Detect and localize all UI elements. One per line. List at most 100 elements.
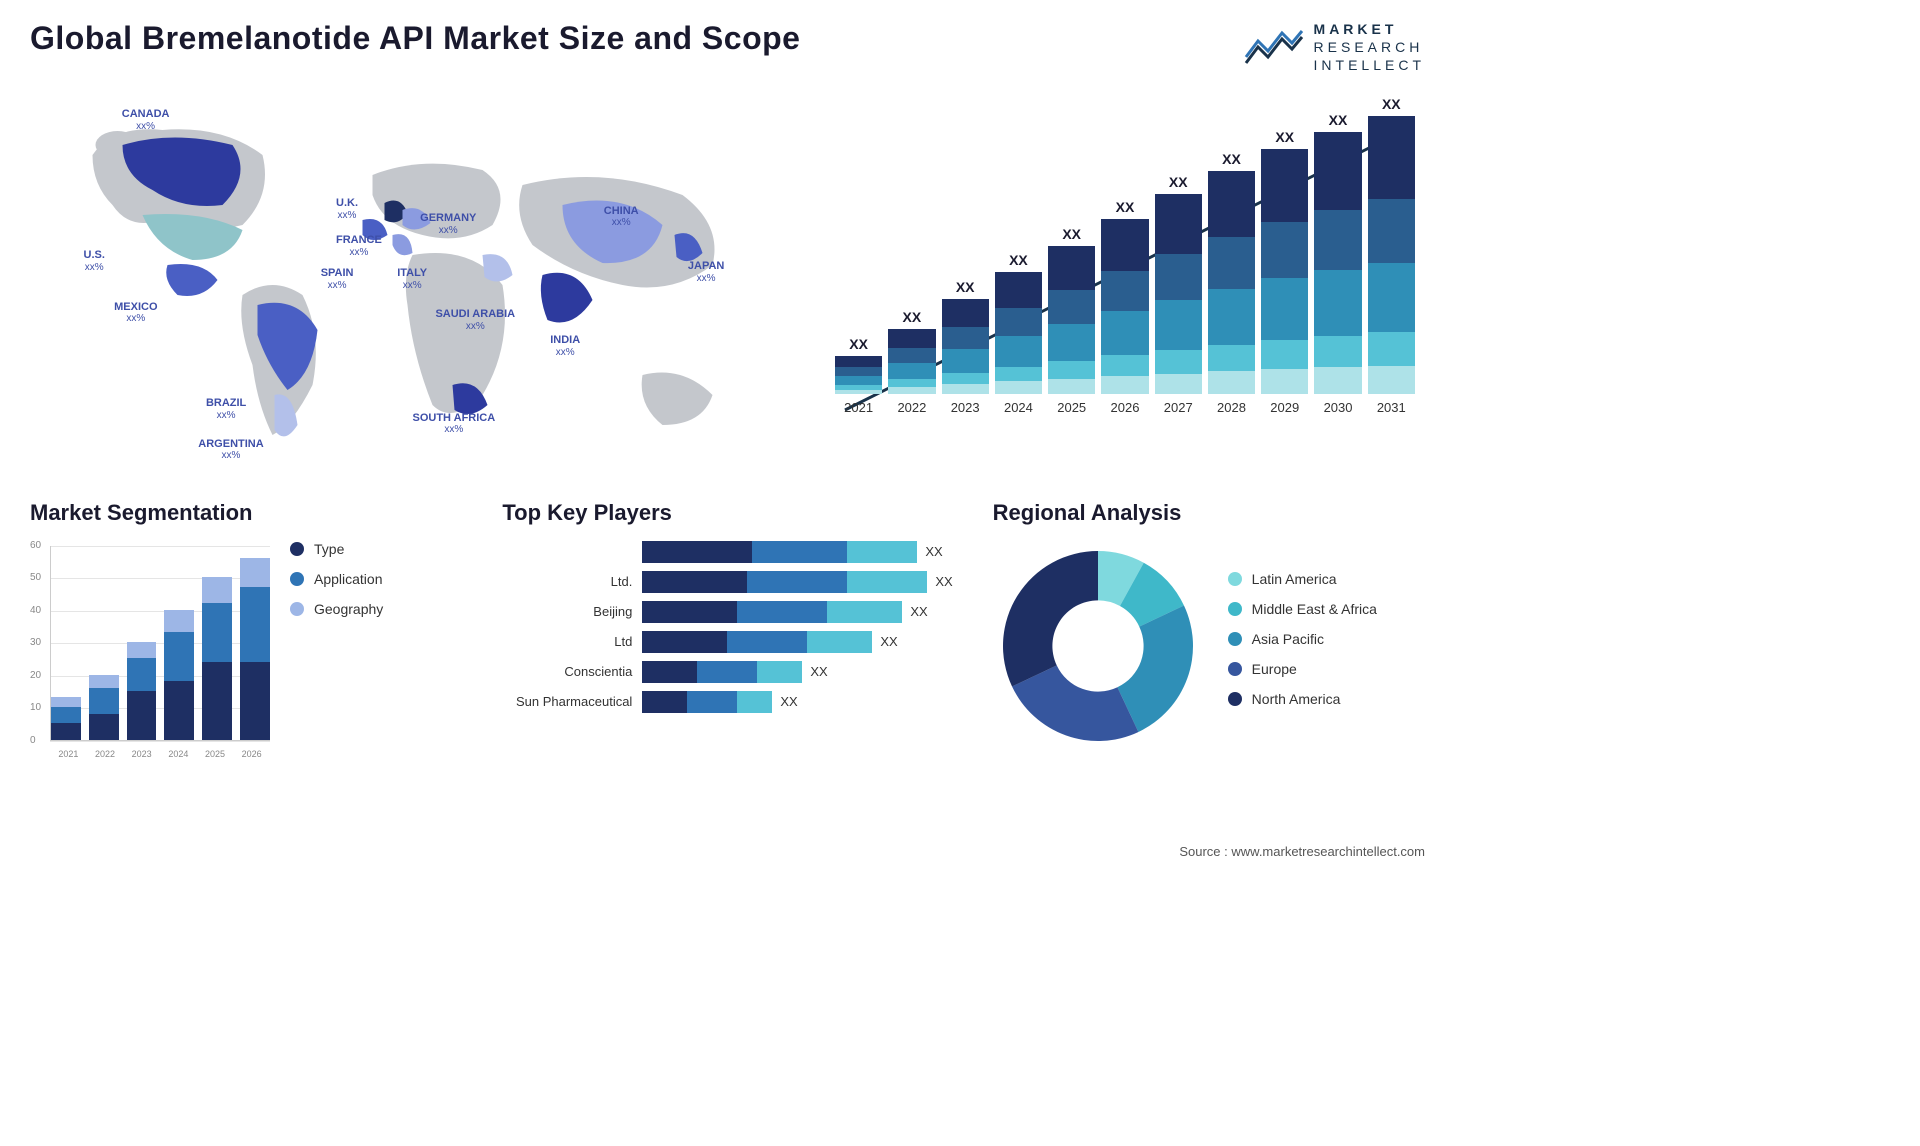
- seg-legend-item: Application: [290, 571, 383, 587]
- seg-bar: [51, 697, 81, 739]
- map-label: SPAINxx%: [321, 268, 354, 291]
- kp-label: Sun Pharmaceutical: [502, 694, 642, 709]
- brand-logo: MARKET RESEARCH INTELLECT: [1244, 20, 1425, 75]
- reg-legend-label: Asia Pacific: [1252, 631, 1324, 647]
- legend-dot-icon: [290, 572, 304, 586]
- map-label: GERMANYxx%: [420, 213, 476, 236]
- top-row: CANADAxx%U.S.xx%MEXICOxx%BRAZILxx%ARGENT…: [30, 95, 1425, 465]
- donut-slice: [1003, 551, 1098, 686]
- growth-bar: XX 2031: [1368, 96, 1415, 415]
- seg-y-tick: 10: [30, 702, 41, 713]
- map-label: CHINAxx%: [604, 206, 639, 229]
- segmentation-section: Market Segmentation 0102030405060 202120…: [30, 500, 462, 761]
- growth-bar: XX2030: [1314, 112, 1361, 415]
- growth-year-label: 2029: [1270, 400, 1299, 415]
- growth-bar: XX 2024: [995, 252, 1042, 415]
- regional-donut-chart: [993, 541, 1203, 751]
- growth-bar: XX 2025: [1048, 226, 1095, 415]
- key-players-chart: XXLtd.XXBeijingXXLtdXXConscientiaXXSun P…: [502, 541, 952, 713]
- reg-legend-label: Latin America: [1252, 571, 1337, 587]
- reg-legend-label: Middle East & Africa: [1252, 601, 1377, 617]
- seg-bar: [240, 558, 270, 740]
- kp-value-label: XX: [780, 694, 797, 709]
- reg-legend-item: Latin America: [1228, 571, 1377, 587]
- kp-value-label: XX: [935, 574, 952, 589]
- seg-legend-item: Type: [290, 541, 383, 557]
- growth-year-label: 2021: [844, 400, 873, 415]
- legend-dot-icon: [1228, 662, 1242, 676]
- seg-legend-label: Geography: [314, 601, 383, 617]
- title-bar: Global Bremelanotide API Market Size and…: [30, 20, 1425, 75]
- map-label: ARGENTINAxx%: [198, 439, 263, 462]
- kp-row: XX: [502, 541, 952, 563]
- growth-chart: XX2021XX2022XX2023XX2024XX2025XX2026XX20…: [825, 95, 1425, 465]
- growth-year-label: 2025: [1057, 400, 1086, 415]
- logo-text: MARKET RESEARCH INTELLECT: [1314, 20, 1425, 75]
- source-attribution: Source : www.marketresearchintellect.com: [1179, 844, 1425, 859]
- growth-year-label: 2028: [1217, 400, 1246, 415]
- growth-value-label: XX: [1116, 199, 1135, 215]
- growth-value-label: XX: [1009, 252, 1028, 268]
- segmentation-title: Market Segmentation: [30, 500, 462, 526]
- seg-y-tick: 60: [30, 540, 41, 551]
- growth-year-label: 2027: [1164, 400, 1193, 415]
- logo-line1: MARKET: [1314, 20, 1425, 38]
- regional-legend: Latin America Middle East & Africa Asia Pa…: [1228, 571, 1377, 721]
- map-label: U.K.xx%: [336, 198, 358, 221]
- growth-year-label: 2022: [897, 400, 926, 415]
- reg-legend-label: North America: [1252, 691, 1341, 707]
- seg-x-tick: 2022: [95, 749, 115, 759]
- growth-year-label: 2031: [1377, 400, 1406, 415]
- growth-bar: XX2026: [1101, 199, 1148, 415]
- growth-year-label: 2023: [951, 400, 980, 415]
- growth-year-label: 2024: [1004, 400, 1033, 415]
- seg-y-tick: 20: [30, 670, 41, 681]
- kp-row: Conscientia XX: [502, 661, 952, 683]
- reg-legend-item: North America: [1228, 691, 1377, 707]
- growth-value-label: XX: [1222, 151, 1241, 167]
- seg-x-tick: 2021: [58, 749, 78, 759]
- legend-dot-icon: [1228, 602, 1242, 616]
- seg-legend-label: Type: [314, 541, 344, 557]
- world-map: CANADAxx%U.S.xx%MEXICOxx%BRAZILxx%ARGENT…: [30, 95, 795, 465]
- growth-value-label: XX: [1062, 226, 1081, 242]
- map-label: SAUDI ARABIAxx%: [435, 309, 515, 332]
- map-label: U.S.xx%: [84, 250, 105, 273]
- growth-value-label: XX: [1275, 129, 1294, 145]
- kp-row: Sun Pharmaceutical XX: [502, 691, 952, 713]
- map-label: JAPANxx%: [688, 261, 724, 284]
- seg-legend-item: Geography: [290, 601, 383, 617]
- seg-y-tick: 40: [30, 605, 41, 616]
- map-label: SOUTH AFRICAxx%: [413, 413, 496, 436]
- seg-legend-label: Application: [314, 571, 383, 587]
- legend-dot-icon: [1228, 632, 1242, 646]
- reg-legend-item: Middle East & Africa: [1228, 601, 1377, 617]
- legend-dot-icon: [290, 602, 304, 616]
- legend-dot-icon: [1228, 692, 1242, 706]
- growth-bar: XX2023: [942, 279, 989, 415]
- map-label: CANADAxx%: [122, 109, 170, 132]
- kp-value-label: XX: [810, 664, 827, 679]
- key-players-section: Top Key Players XXLtd.XXBeijingXXLtdXXCo…: [502, 500, 952, 761]
- kp-label: Beijing: [502, 604, 642, 619]
- growth-bar: XX 2029: [1261, 129, 1308, 415]
- legend-dot-icon: [290, 542, 304, 556]
- reg-legend-item: Europe: [1228, 661, 1377, 677]
- seg-bar: [127, 642, 157, 740]
- growth-bar: XX 2022: [888, 309, 935, 415]
- seg-y-tick: 0: [30, 735, 36, 746]
- kp-label: Ltd.: [502, 574, 642, 589]
- map-label: FRANCExx%: [336, 235, 382, 258]
- logo-mark-icon: [1244, 27, 1304, 67]
- growth-value-label: XX: [903, 309, 922, 325]
- kp-label: Ltd: [502, 634, 642, 649]
- growth-bar: XX2021: [835, 336, 882, 415]
- seg-bar: [202, 577, 232, 740]
- kp-row: LtdXX: [502, 631, 952, 653]
- kp-row: Ltd. XX: [502, 571, 952, 593]
- seg-bar: [164, 610, 194, 740]
- kp-value-label: XX: [925, 544, 942, 559]
- growth-bar: XX 2028: [1208, 151, 1255, 415]
- growth-value-label: XX: [1382, 96, 1401, 112]
- kp-label: Conscientia: [502, 664, 642, 679]
